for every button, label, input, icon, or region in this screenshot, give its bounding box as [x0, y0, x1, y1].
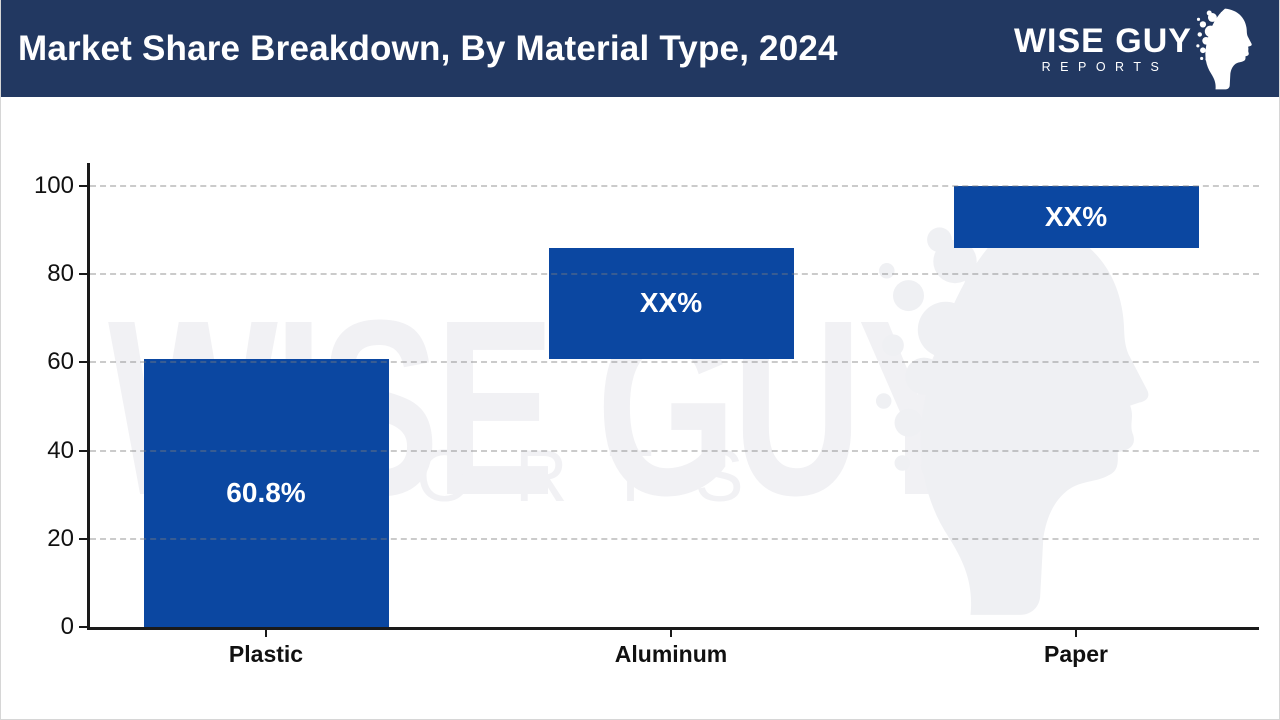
- bar-aluminum: XX%: [548, 247, 794, 359]
- gridline-60: [90, 361, 1259, 364]
- gridline-20: [90, 537, 1259, 540]
- x-tick-plastic: [265, 628, 267, 637]
- brand-logo-text: WISE GUY REPORTS: [1014, 24, 1192, 74]
- x-tick-label-aluminum: Aluminum: [614, 641, 728, 667]
- bar-value-label-aluminum: XX%: [639, 287, 703, 319]
- watermark-face-icon: [862, 215, 1172, 618]
- y-tick-label-60: 60: [47, 348, 74, 376]
- bar-paper: XX%: [953, 186, 1199, 248]
- y-tick-40: [79, 449, 88, 452]
- x-tick-label-paper: Paper: [1044, 641, 1108, 667]
- y-tick-label-20: 20: [47, 524, 74, 552]
- bar-plastic: 60.8%: [143, 358, 389, 627]
- wiseguy-face-icon: [1188, 8, 1262, 90]
- waterfall-chart: WISE GUY REPORTS 0 20 40 60 80 100 60.8% Plasti…: [0, 97, 1280, 720]
- y-tick-100: [79, 185, 88, 187]
- header-bar: Market Share Breakdown, By Material Type…: [0, 0, 1280, 97]
- gridline-80: [90, 273, 1259, 276]
- gridline-100: [90, 185, 1259, 187]
- x-tick-paper: [1075, 628, 1077, 637]
- y-tick-label-80: 80: [47, 260, 74, 288]
- gridline-40: [90, 449, 1259, 452]
- y-tick-label-100: 100: [33, 172, 74, 199]
- y-tick-0: [79, 626, 88, 628]
- brand-name: WISE GUY: [1013, 21, 1192, 60]
- brand-logo: WISE GUY REPORTS: [1014, 8, 1262, 90]
- x-axis-line: [87, 627, 1259, 630]
- bar-value-label-paper: XX%: [1044, 200, 1108, 232]
- x-tick-aluminum: [670, 628, 672, 637]
- y-tick-label-40: 40: [47, 436, 74, 464]
- y-tick-60: [79, 361, 88, 364]
- y-tick-20: [79, 537, 88, 540]
- y-axis-line: [87, 163, 90, 627]
- page-title: Market Share Breakdown, By Material Type…: [18, 28, 838, 68]
- y-tick-label-0: 0: [60, 613, 74, 640]
- brand-subname: REPORTS: [1041, 59, 1169, 74]
- y-tick-80: [79, 273, 88, 276]
- bar-value-label-plastic: 60.8%: [226, 476, 306, 508]
- x-tick-label-plastic: Plastic: [228, 641, 304, 667]
